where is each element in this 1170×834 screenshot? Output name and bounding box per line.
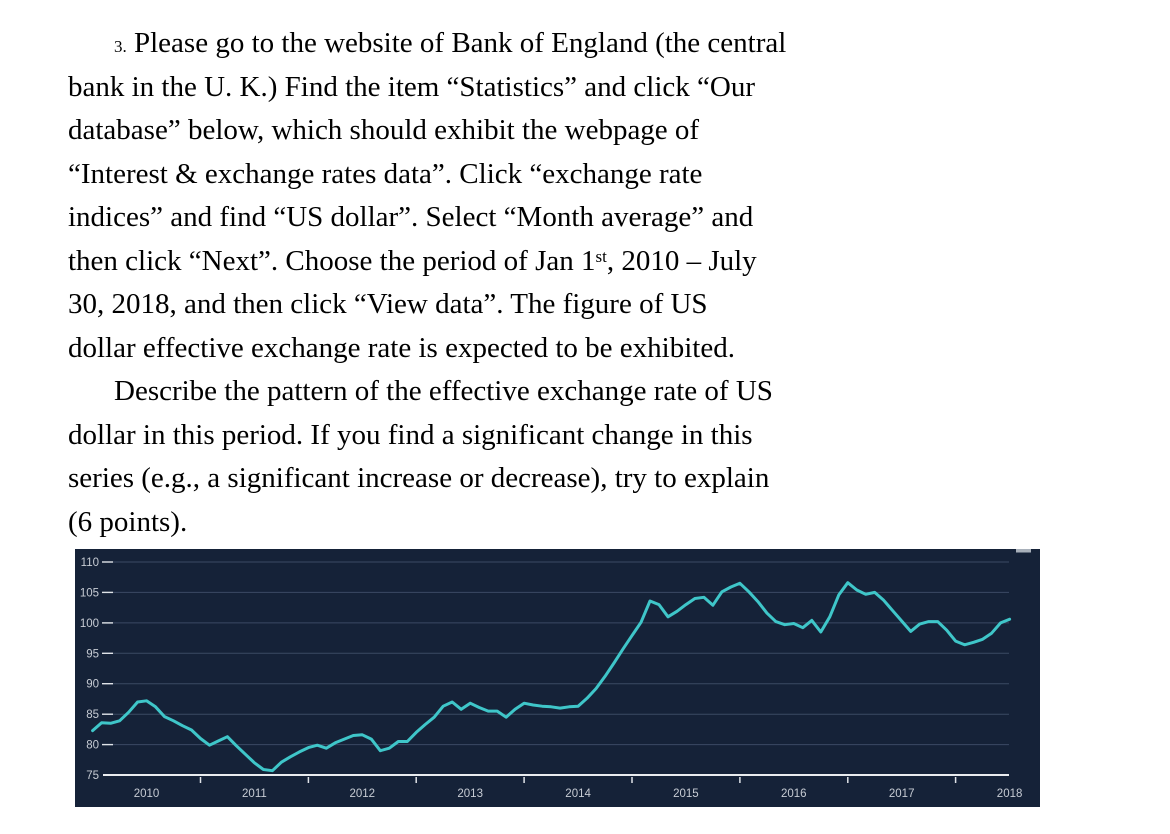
question-text-segment: Describe the pattern of the effective ex… (114, 375, 773, 407)
x-tick-label-2013: 2013 (457, 788, 483, 800)
question-line-9: Describe the pattern of the effective ex… (68, 370, 1063, 414)
question-text-segment: Please go to the website of Bank of Engl… (126, 27, 787, 59)
y-tick-label-110: 110 (81, 557, 99, 569)
question-line-1: 3. Please go to the website of Bank of E… (68, 22, 1063, 66)
question-line-11: series (e.g., a significant increase or … (68, 457, 1063, 501)
question-line-12: (6 points). (68, 501, 1063, 545)
scrollbar-dash (1016, 549, 1031, 553)
exchange-rate-line (91, 581, 1012, 773)
question-text-segment: series (e.g., a significant increase or … (68, 462, 770, 494)
question-line-8: dollar effective exchange rate is expect… (68, 327, 1063, 371)
x-tick-label-2011: 2011 (242, 788, 267, 800)
question-text-segment: bank in the U. K.) Find the item “Statis… (68, 70, 755, 103)
x-tick-label-2010: 2010 (134, 788, 160, 800)
question-text-segment: “Interest & exchange rates data”. Click … (68, 157, 703, 190)
question-text-segment: , 2010 – July (606, 244, 757, 277)
question-text-segment: 30, 2018, and then click “View data”. Th… (68, 288, 708, 320)
chart-svg: 75 80 85 90 95 100 105 110 2010 2011 2012 2013 2014 2… (75, 549, 1040, 807)
x-tick-label-2012: 2012 (350, 788, 376, 800)
question-text-segment: database” below, which should exhibit th… (68, 114, 700, 146)
y-tick-label-75: 75 (86, 770, 99, 782)
question-line-10: dollar in this period. If you find a sig… (68, 414, 1063, 458)
x-tick-label-2018: 2018 (997, 788, 1023, 800)
question-text-segment: dollar effective exchange rate is expect… (68, 331, 735, 364)
usd-effective-exchange-rate-chart: 75 80 85 90 95 100 105 110 2010 2011 2012 2013 2014 2… (75, 549, 1040, 807)
question-line-6: then click “Next”. Choose the period of … (68, 240, 1063, 284)
question-line-2: bank in the U. K.) Find the item “Statis… (68, 66, 1063, 110)
y-tick-label-85: 85 (86, 709, 99, 721)
question-text-segment: dollar in this period. If you find a sig… (68, 418, 753, 451)
question-line-4: “Interest & exchange rates data”. Click … (68, 153, 1063, 197)
y-tick-label-100: 100 (80, 618, 99, 630)
y-tick-label-80: 80 (86, 740, 99, 752)
question-line-3: database” below, which should exhibit th… (68, 109, 1063, 153)
y-tick-label-95: 95 (86, 648, 99, 660)
question-text-segment: then click “Next”. Choose the period of … (68, 244, 596, 277)
question-text: 3. Please go to the website of Bank of E… (68, 22, 1063, 544)
question-line-5: indices” and find “US dollar”. Select “M… (68, 196, 1063, 240)
x-tick-label-2016: 2016 (781, 788, 807, 800)
superscript-text: st (595, 246, 607, 266)
x-tick-label-2015: 2015 (673, 788, 699, 800)
x-tick-label-2014: 2014 (565, 788, 591, 800)
x-tick-label-2017: 2017 (889, 788, 915, 800)
question-text-segment: indices” and find “US dollar”. Select “M… (68, 201, 754, 233)
question-text-segment: (6 points). (68, 505, 188, 538)
question-line-7: 30, 2018, and then click “View data”. Th… (68, 283, 1063, 327)
chart-background (75, 549, 1040, 807)
question-number: 3. (114, 37, 127, 56)
y-tick-label-90: 90 (86, 679, 99, 691)
y-tick-label-105: 105 (80, 587, 99, 599)
